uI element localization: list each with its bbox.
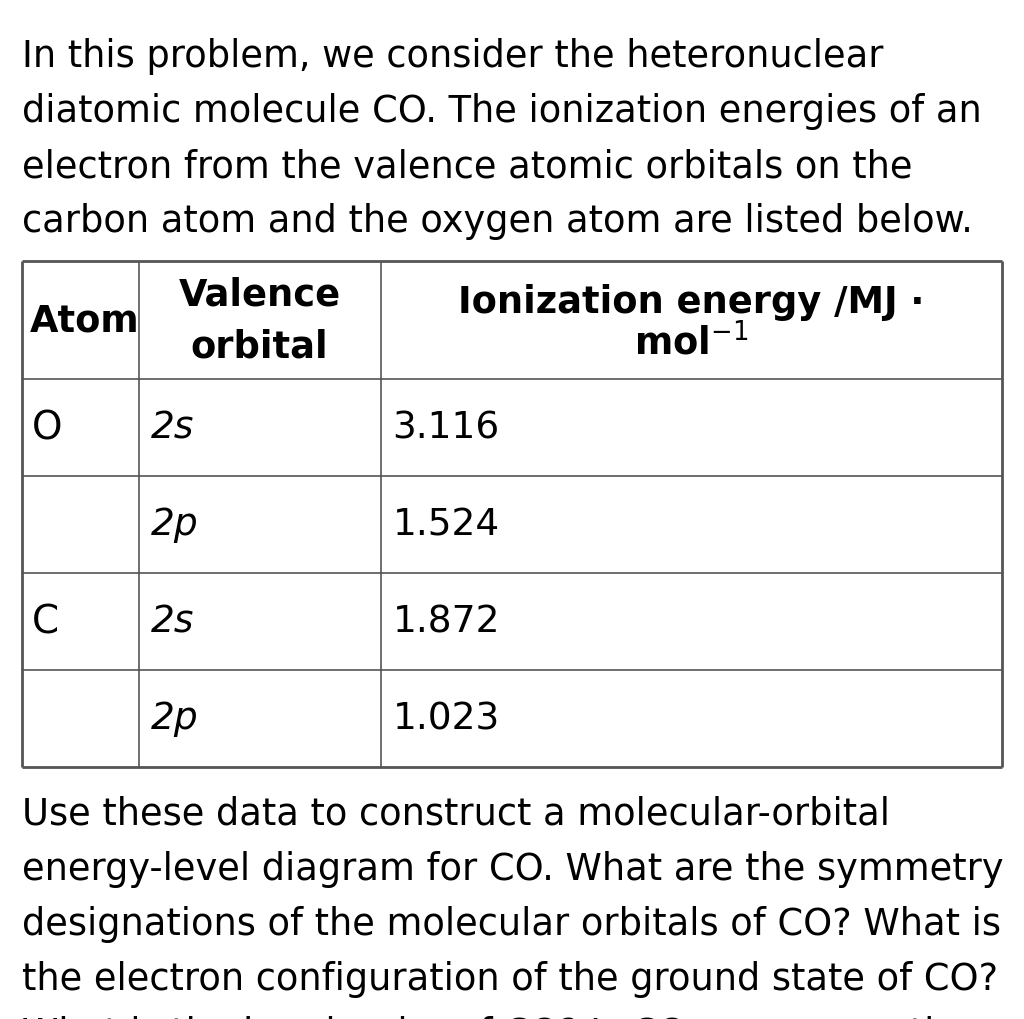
Text: In this problem, we consider the heteronuclear: In this problem, we consider the heteron… [22, 38, 884, 75]
Text: 1.872: 1.872 [392, 604, 500, 640]
Text: 2s: 2s [151, 604, 194, 640]
Text: Ionization energy /MJ ·: Ionization energy /MJ · [458, 284, 925, 321]
Text: 2s: 2s [151, 410, 194, 446]
Text: designations of the molecular orbitals of CO? What is: designations of the molecular orbitals o… [22, 905, 1001, 943]
Text: diatomic molecule CO. The ionization energies of an: diatomic molecule CO. The ionization ene… [22, 93, 982, 129]
Text: O: O [32, 409, 62, 447]
Text: Valence
orbital: Valence orbital [178, 276, 341, 365]
Text: Atom: Atom [30, 303, 139, 339]
Text: electron from the valence atomic orbitals on the: electron from the valence atomic orbital… [22, 148, 912, 184]
Text: 2p: 2p [151, 701, 199, 737]
Text: energy-level diagram for CO. What are the symmetry: energy-level diagram for CO. What are th… [22, 850, 1004, 888]
Text: 1.524: 1.524 [392, 507, 500, 543]
Text: 3.116: 3.116 [392, 410, 500, 446]
Text: Use these data to construct a molecular-orbital: Use these data to construct a molecular-… [22, 795, 890, 833]
Text: 1.023: 1.023 [392, 701, 500, 737]
Text: C: C [32, 603, 59, 641]
Text: mol$^{-1}$: mol$^{-1}$ [634, 323, 749, 363]
Text: carbon atom and the oxygen atom are listed below.: carbon atom and the oxygen atom are list… [22, 203, 973, 239]
Text: What is the bond order of CO? Is CO paramagnetic or: What is the bond order of CO? Is CO para… [22, 1015, 1004, 1019]
Text: 2p: 2p [151, 507, 199, 543]
Text: the electron configuration of the ground state of CO?: the electron configuration of the ground… [22, 960, 998, 997]
